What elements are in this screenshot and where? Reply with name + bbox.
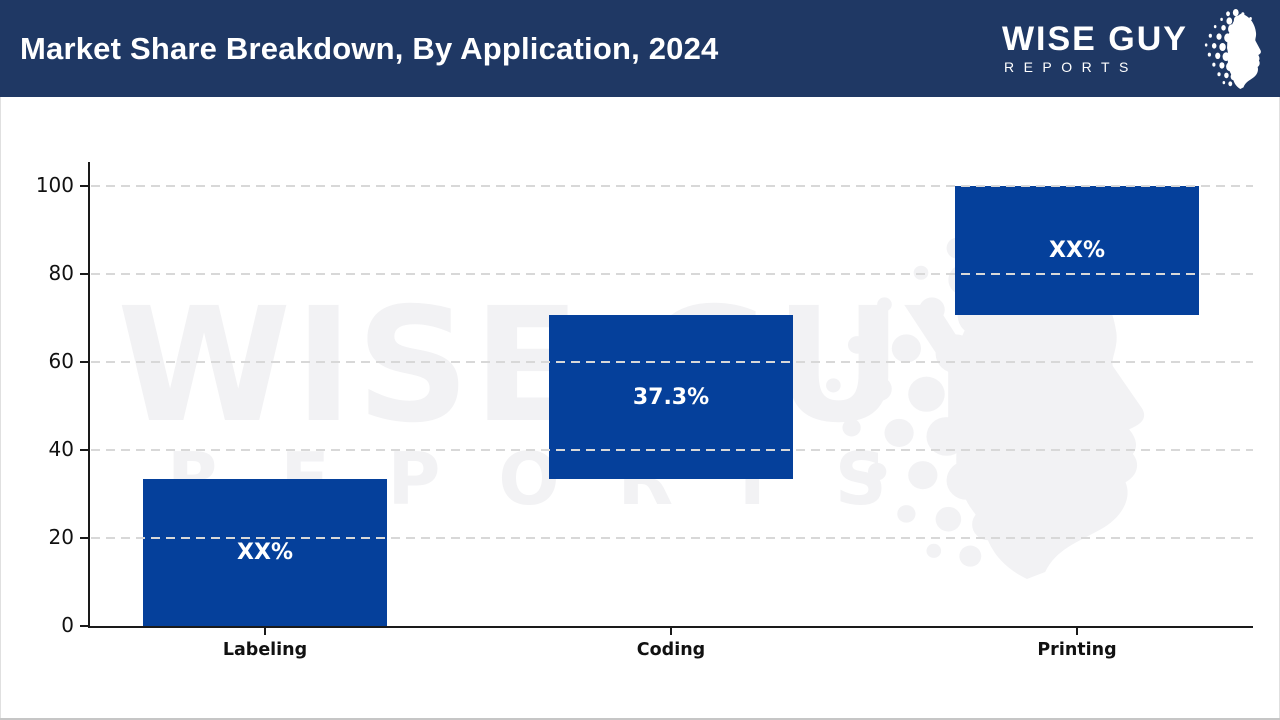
y-tick-60 [80,361,88,363]
y-tick-label-60: 60 [48,349,74,373]
y-tick-100 [80,185,88,187]
x-axis-line [88,626,1253,628]
logo-subtext: REPORTS [1003,59,1138,76]
logo-wordmark: WISE GUY [1001,19,1188,58]
y-tick-label-100: 100 [35,173,74,197]
wiseguy-face-icon [1204,8,1261,89]
x-tick-label-printing: Printing [1037,640,1117,660]
chart-area: WISE GUY REPORTS XX%37.3%XX%020406080100… [0,97,1280,718]
bar-value-label-coding: 37.3% [632,384,710,410]
y-tick-40 [80,449,88,451]
page-title: Market Share Breakdown, By Application, … [20,30,719,66]
bar-value-label-printing: XX% [1049,238,1105,264]
gridline-100 [91,185,1253,187]
gridline-20 [91,537,1253,539]
chart-header: Market Share Breakdown, By Application, … [0,0,1280,97]
wiseguy-logo-text: WISE GUY REPORTS [1001,19,1188,76]
y-axis-line [88,162,90,628]
x-tick-labeling [264,628,266,635]
x-tick-label-labeling: Labeling [222,640,308,660]
y-tick-0 [80,625,88,627]
y-tick-label-40: 40 [48,437,74,461]
x-tick-label-coding: Coding [636,640,706,660]
x-tick-printing [1076,628,1078,635]
bar-printing: XX% [955,186,1199,316]
bar-labeling: XX% [143,479,387,626]
wiseguy-logo: WISE GUY REPORTS [1001,8,1266,89]
gridline-80 [91,273,1253,275]
y-tick-label-80: 80 [48,261,74,285]
y-tick-label-0: 0 [61,613,74,637]
bar-coding: 37.3% [549,315,793,480]
gridline-60 [91,361,1253,363]
x-tick-coding [670,628,672,635]
y-tick-label-20: 20 [48,525,74,549]
y-tick-80 [80,273,88,275]
gridline-40 [91,449,1253,451]
bar-value-label-labeling: XX% [237,540,293,566]
y-tick-20 [80,537,88,539]
